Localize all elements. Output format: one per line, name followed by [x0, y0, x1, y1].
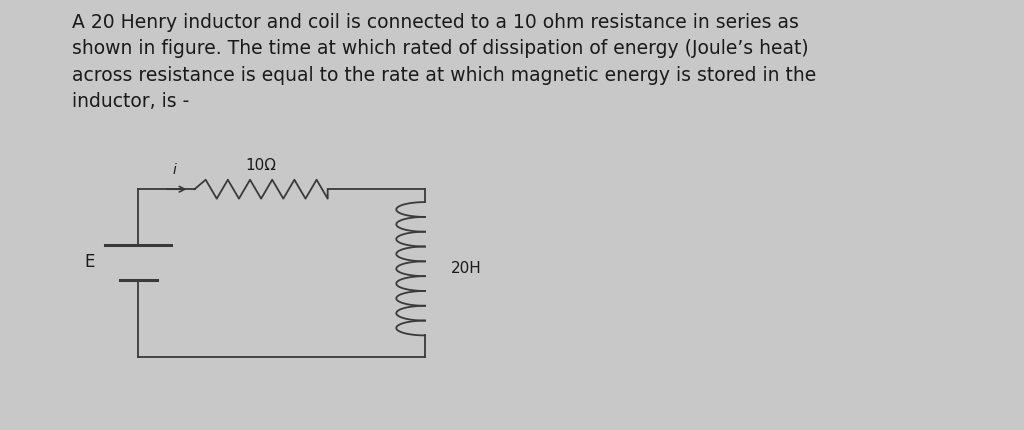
Text: A 20 Henry inductor and coil is connected to a 10 ohm resistance in series as
sh: A 20 Henry inductor and coil is connecte… [72, 13, 816, 111]
Text: 20H: 20H [451, 261, 481, 276]
Text: i: i [172, 163, 176, 177]
Text: E: E [84, 253, 94, 271]
Text: 10Ω: 10Ω [246, 158, 276, 173]
